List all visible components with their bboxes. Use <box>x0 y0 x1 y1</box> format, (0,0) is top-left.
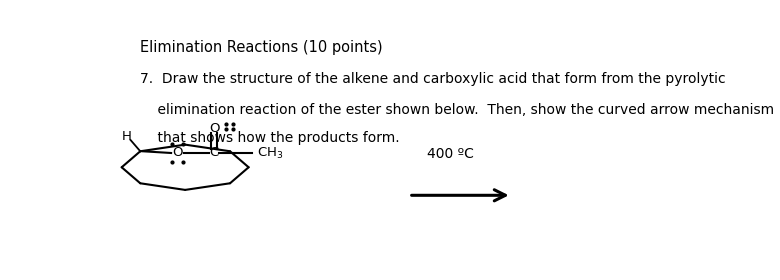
Text: 7.  Draw the structure of the alkene and carboxylic acid that form from the pyro: 7. Draw the structure of the alkene and … <box>140 73 725 87</box>
Text: elimination reaction of the ester shown below.  Then, show the curved arrow mech: elimination reaction of the ester shown … <box>140 102 774 116</box>
Text: C: C <box>209 146 218 160</box>
Text: that shows how the products form.: that shows how the products form. <box>140 130 399 144</box>
Text: O: O <box>172 146 183 160</box>
Text: H: H <box>122 130 132 143</box>
Text: 400 ºC: 400 ºC <box>427 147 473 161</box>
Text: O: O <box>209 122 219 135</box>
Text: Elimination Reactions (10 points): Elimination Reactions (10 points) <box>140 40 382 55</box>
Text: CH$_3$: CH$_3$ <box>257 145 283 160</box>
